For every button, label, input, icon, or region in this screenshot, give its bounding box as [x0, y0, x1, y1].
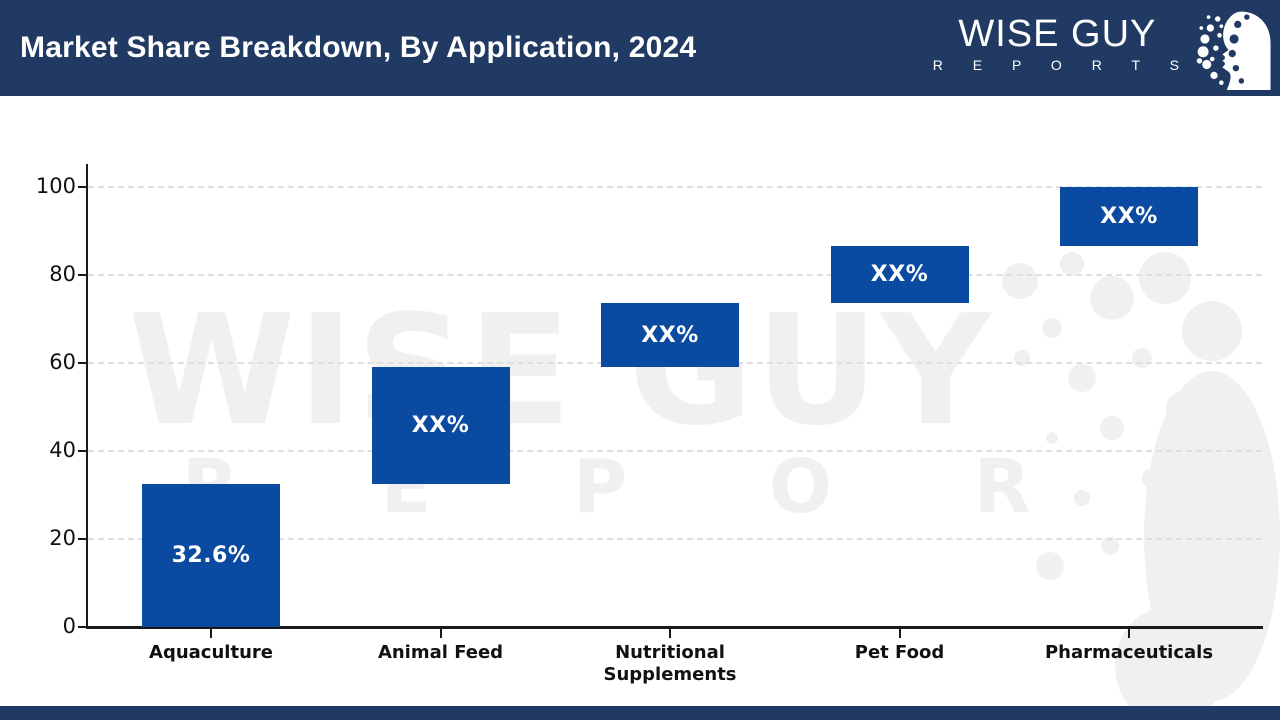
footer-band	[0, 706, 1280, 720]
y-tick-mark	[78, 450, 87, 452]
y-tick-label: 60	[49, 350, 76, 374]
y-axis-line	[86, 164, 88, 629]
y-tick-label: 100	[35, 174, 76, 198]
y-tick-label: 20	[49, 526, 76, 550]
x-axis-line	[86, 626, 1263, 629]
x-category-label: Pharmaceuticals	[1044, 642, 1214, 663]
header-band: Market Share Breakdown, By Application, …	[0, 0, 1280, 96]
x-category-label: Aquaculture	[149, 642, 273, 663]
y-tick-mark	[78, 626, 87, 628]
bar-value-label: 32.6%	[171, 542, 251, 568]
gridline-100	[88, 186, 1262, 188]
data-bar-pet-food: XX%	[830, 246, 969, 304]
x-category-label: Nutritional Supplements	[603, 642, 737, 685]
brand-logo-text: WISE GUY	[958, 13, 1157, 55]
gridline-80	[88, 274, 1262, 276]
y-tick-label: 0	[62, 614, 76, 638]
watermark-layer: WISE GUY R E P O R T S	[0, 96, 1280, 706]
x-tick-mark	[1128, 629, 1130, 638]
y-tick-label: 40	[49, 438, 76, 462]
y-tick-mark	[78, 274, 87, 276]
data-bar-animal-feed: XX%	[371, 367, 510, 484]
watermark-brand-text: WISE GUY	[128, 282, 993, 459]
x-category-label: Animal Feed	[377, 642, 504, 663]
watermark-reports-text: R E P O R T S	[182, 444, 1280, 530]
y-tick-mark	[78, 362, 87, 364]
brand-face-icon	[1196, 11, 1271, 90]
y-tick-mark	[78, 186, 87, 188]
gridline-20	[88, 538, 1262, 540]
chart-title: Market Share Breakdown, By Application, …	[20, 31, 697, 64]
x-tick-mark	[669, 629, 671, 638]
bar-value-label: XX%	[1100, 204, 1158, 230]
gridline-40	[88, 450, 1262, 452]
y-tick-mark	[78, 538, 87, 540]
x-category-label: Pet Food	[854, 642, 945, 663]
data-bar-aquaculture: 32.6%	[142, 483, 280, 627]
bar-value-label: XX%	[411, 412, 470, 438]
brand-logo: WISE GUY R E P O R T S	[923, 13, 1192, 73]
brand-logo-subtext: R E P O R T S	[932, 56, 1192, 73]
x-tick-mark	[898, 629, 901, 638]
data-bar-nutritional-supplements: XX%	[601, 303, 739, 368]
bar-value-label: XX%	[641, 322, 699, 348]
x-tick-mark	[439, 629, 442, 638]
bar-value-label: XX%	[870, 262, 929, 288]
data-bar-pharmaceuticals: XX%	[1060, 187, 1198, 247]
y-tick-label: 80	[49, 262, 76, 286]
x-tick-mark	[210, 629, 212, 638]
watermark-face-dots	[1002, 252, 1280, 706]
